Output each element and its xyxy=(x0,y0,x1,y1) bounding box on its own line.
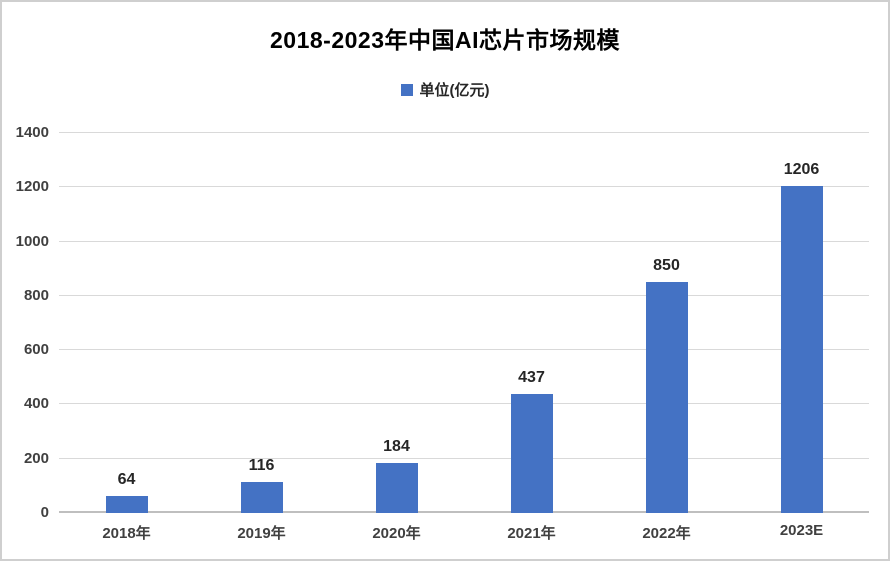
plot-area: 64 116 184 437 850 1206 xyxy=(59,132,869,513)
bar-value-label: 850 xyxy=(653,257,680,275)
bar-value-label: 184 xyxy=(383,438,410,456)
gridline xyxy=(59,294,869,296)
y-axis-tick-label: 400 xyxy=(23,395,49,413)
bar-value-label: 64 xyxy=(117,470,136,488)
y-axis-tick-label: 1400 xyxy=(15,124,49,141)
gridline xyxy=(59,403,869,405)
legend-square-icon xyxy=(400,83,413,96)
y-axis-tick-label: 1200 xyxy=(15,178,49,196)
x-axis-tick-label: 2020年 xyxy=(372,525,421,542)
bar-value-label: 116 xyxy=(248,456,275,474)
gridline xyxy=(59,457,869,459)
x-axis-line xyxy=(59,511,869,513)
gridline xyxy=(59,132,869,133)
legend-label: 单位(亿元) xyxy=(419,82,490,99)
chart-title: 2018-2023年中国AI芯片市场规模 xyxy=(270,27,620,53)
bar-value-label: 437 xyxy=(518,369,545,387)
x-axis-labels: 2018年 2019年 2020年 2021年 2022年 2023E xyxy=(59,522,869,543)
y-axis-tick-label: 1000 xyxy=(15,232,49,250)
legend: 单位(亿元) xyxy=(2,79,888,100)
bar-2021年 xyxy=(510,394,553,513)
y-axis-tick-label: 600 xyxy=(23,341,49,359)
y-axis-tick-label: 800 xyxy=(23,286,49,304)
x-axis-tick-label: 2019年 xyxy=(237,525,286,542)
bar-2020年 xyxy=(375,463,418,513)
bar-2022年 xyxy=(645,282,688,513)
gridline xyxy=(59,240,869,242)
x-axis-tick-label: 2023E xyxy=(779,522,824,539)
y-axis-tick-label: 0 xyxy=(40,504,49,521)
gridline xyxy=(59,186,869,188)
bar-value-label: 1206 xyxy=(783,160,820,178)
x-axis-tick-label: 2022年 xyxy=(642,525,691,542)
x-axis-tick-label: 2021年 xyxy=(507,525,556,542)
bar-2018年 xyxy=(105,495,148,513)
bar-2019年 xyxy=(240,481,283,513)
x-axis-tick-label: 2018年 xyxy=(102,525,151,542)
y-axis-labels: 0 200 400 600 800 1000 1200 1400 xyxy=(2,124,49,521)
bar-2023E xyxy=(780,185,823,513)
y-axis-tick-label: 200 xyxy=(23,449,49,467)
gridline xyxy=(59,349,869,351)
